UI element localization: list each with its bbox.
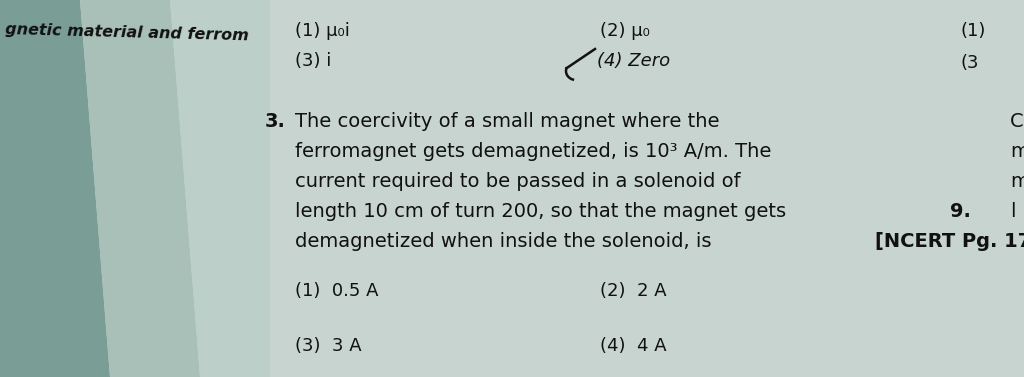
Text: m: m bbox=[1010, 172, 1024, 191]
Text: (3: (3 bbox=[961, 54, 979, 72]
Text: The coercivity of a small magnet where the: The coercivity of a small magnet where t… bbox=[295, 112, 720, 131]
Text: gnetic material and ferrom: gnetic material and ferrom bbox=[5, 22, 249, 43]
Text: 9.: 9. bbox=[950, 202, 971, 221]
Text: (2) μ₀: (2) μ₀ bbox=[600, 22, 650, 40]
Text: (1)  0.5 A: (1) 0.5 A bbox=[295, 282, 379, 300]
Text: current required to be passed in a solenoid of: current required to be passed in a solen… bbox=[295, 172, 740, 191]
Text: demagnetized when inside the solenoid, is: demagnetized when inside the solenoid, i… bbox=[295, 232, 712, 251]
Text: (1): (1) bbox=[961, 22, 985, 40]
Text: l: l bbox=[1010, 202, 1016, 221]
Polygon shape bbox=[0, 0, 110, 377]
Text: m: m bbox=[1010, 142, 1024, 161]
Text: (2)  2 A: (2) 2 A bbox=[600, 282, 667, 300]
Text: (4) Zero: (4) Zero bbox=[597, 52, 670, 70]
Text: (1) μ₀i: (1) μ₀i bbox=[295, 22, 350, 40]
Text: [NCERT Pg. 176]: [NCERT Pg. 176] bbox=[874, 232, 1024, 251]
Text: C: C bbox=[1010, 112, 1024, 131]
Text: ferromagnet gets demagnetized, is 10³ A/m. The: ferromagnet gets demagnetized, is 10³ A/… bbox=[295, 142, 771, 161]
Polygon shape bbox=[80, 0, 200, 377]
Text: (4)  4 A: (4) 4 A bbox=[600, 337, 667, 355]
Polygon shape bbox=[170, 0, 270, 377]
Text: length 10 cm of turn 200, so that the magnet gets: length 10 cm of turn 200, so that the ma… bbox=[295, 202, 786, 221]
Text: (3) i: (3) i bbox=[295, 52, 332, 70]
Text: (3)  3 A: (3) 3 A bbox=[295, 337, 361, 355]
Text: 3.: 3. bbox=[265, 112, 286, 131]
